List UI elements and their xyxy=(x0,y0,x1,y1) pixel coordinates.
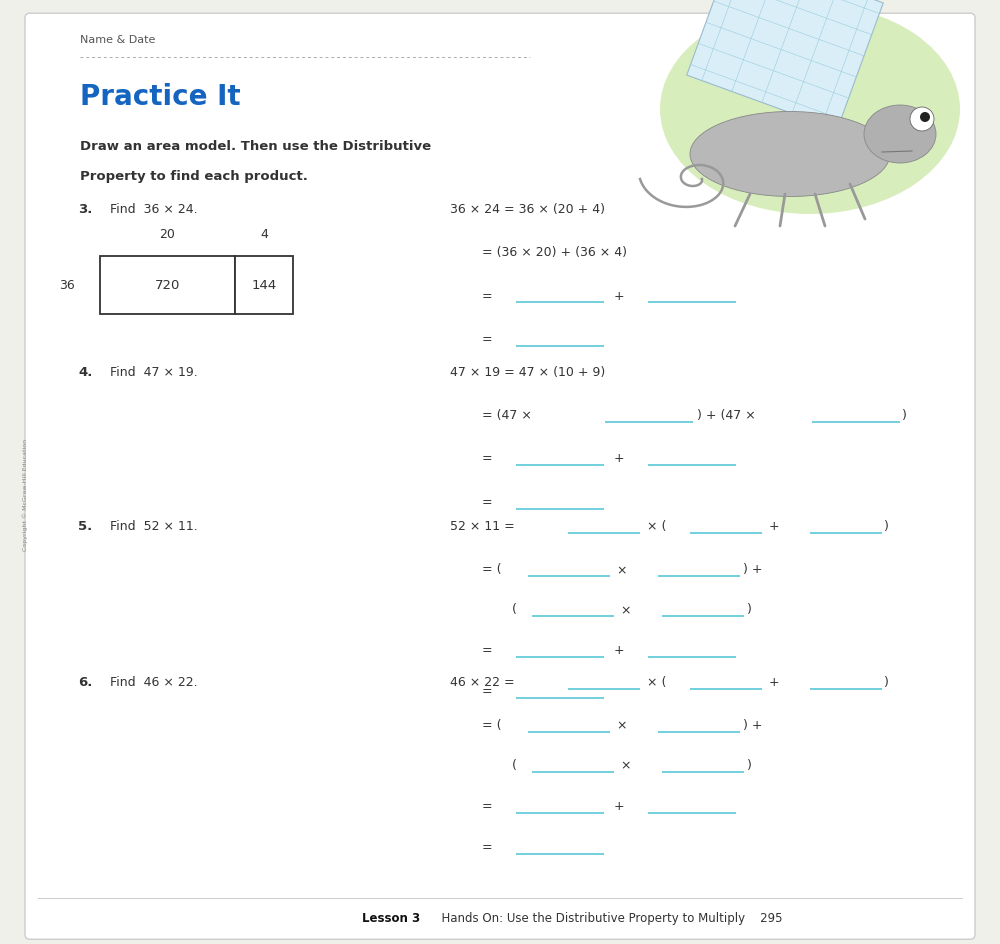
Text: 4: 4 xyxy=(260,228,268,242)
FancyBboxPatch shape xyxy=(25,14,975,939)
Text: 5.: 5. xyxy=(78,520,92,533)
Text: =: = xyxy=(482,289,497,302)
Text: 3.: 3. xyxy=(78,203,92,216)
Text: Find  36 × 24.: Find 36 × 24. xyxy=(110,203,198,216)
Text: +: + xyxy=(610,800,629,813)
Text: =: = xyxy=(482,333,497,346)
Text: = (: = ( xyxy=(482,563,502,576)
Text: ×: × xyxy=(613,563,632,576)
Text: ): ) xyxy=(747,759,752,771)
Text: ): ) xyxy=(884,520,889,533)
Text: (: ( xyxy=(512,759,517,771)
Text: Find  46 × 22.: Find 46 × 22. xyxy=(110,676,198,689)
Text: ) +: ) + xyxy=(743,563,763,576)
Text: × (: × ( xyxy=(643,676,666,689)
Text: +: + xyxy=(610,289,629,302)
Text: 47 × 19 = 47 × (10 + 9): 47 × 19 = 47 × (10 + 9) xyxy=(450,366,605,379)
Text: 20: 20 xyxy=(160,228,175,242)
Ellipse shape xyxy=(690,112,890,197)
Text: 4.: 4. xyxy=(78,366,92,379)
Text: Find  47 × 19.: Find 47 × 19. xyxy=(110,366,198,379)
Text: 720: 720 xyxy=(155,279,180,293)
Ellipse shape xyxy=(864,106,936,164)
Text: ×: × xyxy=(617,603,636,615)
Text: ): ) xyxy=(902,409,907,422)
Text: +: + xyxy=(765,676,784,689)
Ellipse shape xyxy=(660,5,960,215)
Text: 46 × 22 =: 46 × 22 = xyxy=(450,676,519,689)
Text: ×: × xyxy=(617,759,636,771)
Bar xyxy=(100,257,235,314)
Text: =: = xyxy=(482,684,497,698)
Text: ): ) xyxy=(747,603,752,615)
Text: = (47 ×: = (47 × xyxy=(482,409,536,422)
Text: ) +: ) + xyxy=(743,718,763,732)
Text: Name & Date: Name & Date xyxy=(80,35,155,45)
Circle shape xyxy=(920,113,930,123)
Polygon shape xyxy=(687,0,883,130)
Text: Hands On: Use the Distributive Property to Multiply    295: Hands On: Use the Distributive Property … xyxy=(434,912,782,924)
Text: = (: = ( xyxy=(482,718,502,732)
Text: × (: × ( xyxy=(643,520,666,533)
Text: +: + xyxy=(765,520,784,533)
Text: Copyright © McGraw-Hill Education: Copyright © McGraw-Hill Education xyxy=(22,438,28,550)
Text: ): ) xyxy=(884,676,889,689)
Text: Lesson 3: Lesson 3 xyxy=(362,912,420,924)
Text: (: ( xyxy=(512,603,517,615)
Circle shape xyxy=(910,108,934,132)
Text: = (36 × 20) + (36 × 4): = (36 × 20) + (36 × 4) xyxy=(482,246,627,260)
Text: 52 × 11 =: 52 × 11 = xyxy=(450,520,519,533)
Text: =: = xyxy=(482,644,497,657)
Text: =: = xyxy=(482,800,497,813)
Text: ) + (47 ×: ) + (47 × xyxy=(697,409,760,422)
Bar xyxy=(235,257,293,314)
Text: =: = xyxy=(482,452,497,465)
Text: 6.: 6. xyxy=(78,676,92,689)
Text: =: = xyxy=(482,840,497,853)
Text: Property to find each product.: Property to find each product. xyxy=(80,170,308,183)
Text: Practice It: Practice It xyxy=(80,83,241,110)
Text: =: = xyxy=(482,496,497,509)
Text: +: + xyxy=(610,644,629,657)
Text: 36: 36 xyxy=(59,279,75,293)
Text: Find  52 × 11.: Find 52 × 11. xyxy=(110,520,198,533)
Text: +: + xyxy=(610,452,629,465)
Text: Draw an area model. Then use the Distributive: Draw an area model. Then use the Distrib… xyxy=(80,141,431,153)
Text: ×: × xyxy=(613,718,632,732)
Text: 144: 144 xyxy=(251,279,277,293)
Text: 36 × 24 = 36 × (20 + 4): 36 × 24 = 36 × (20 + 4) xyxy=(450,203,605,216)
